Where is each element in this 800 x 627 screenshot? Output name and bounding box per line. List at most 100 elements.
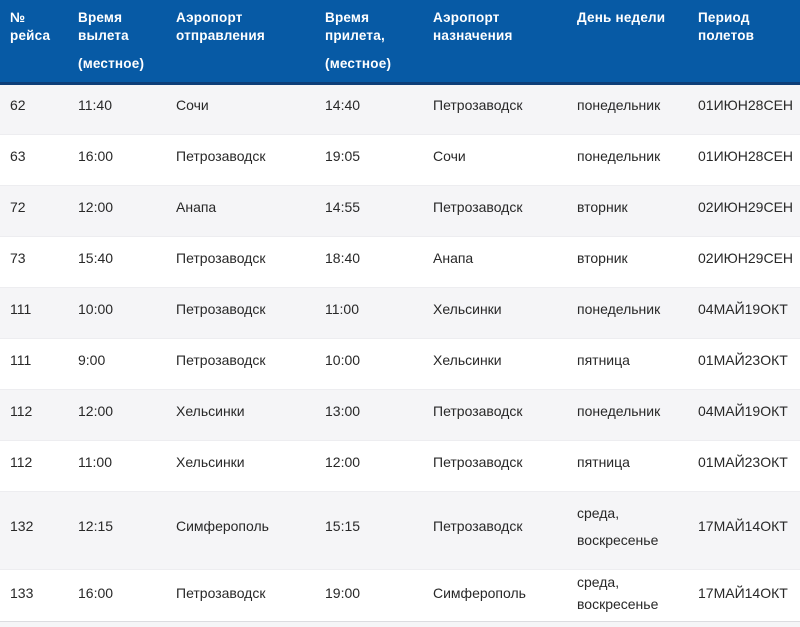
cell-departure-airport: Хельсинки — [166, 388, 315, 440]
col-header-arrival-airport: Аэропорт назначения — [423, 0, 567, 85]
cell-day-of-week: пятница — [567, 439, 688, 491]
cell-flight-period: 01ИЮН28СЕН — [698, 97, 794, 113]
cell-departure-airport: Петрозаводск — [166, 286, 315, 338]
cell-day-of-week: понедельник — [567, 286, 688, 338]
col-header-sublabel: (местное) — [78, 56, 145, 71]
table-body: 62 11:40 Сочи 14:40 Петрозаводск понедел… — [0, 83, 800, 621]
cell-flight-number: 72 — [0, 184, 68, 236]
col-header-label: День недели — [577, 10, 666, 25]
cell-flight-period: 02ИЮН29СЕН — [688, 235, 800, 287]
col-header-flight-period: Период полетов — [688, 0, 800, 85]
cell-flight-period: 04МАЙ19ОКТ — [688, 388, 800, 440]
cell-departure-time: 11:00 — [68, 439, 166, 491]
cell-flight-period: 01МАЙ23ОКТ — [688, 337, 800, 389]
cell-departure-airport: Петрозаводск — [166, 133, 315, 185]
cell-arrival-airport: Анапа — [423, 235, 567, 287]
col-header-label: Период полетов — [698, 10, 755, 43]
table-row: 73 15:40 Петрозаводск 18:40 Анапа вторни… — [0, 235, 800, 287]
cell-flight-number: 112 — [0, 439, 68, 491]
cell-flight-period: 17МАЙ14ОКТ — [688, 490, 800, 569]
cell-arrival-time: 14:40 — [325, 97, 361, 113]
cell-flight-period: 02ИЮН29СЕН — [688, 184, 800, 236]
day-line: среда, — [577, 504, 620, 521]
cell-day-of-week: понедельник — [567, 83, 688, 134]
cell-flight-period: 17МАЙ14ОКТ — [688, 568, 800, 621]
cell-arrival-time: 10:00 — [315, 337, 423, 389]
col-header-sublabel: (местное) — [325, 56, 392, 71]
cell-departure-time: 12:00 — [68, 184, 166, 236]
table-row: 63 16:00 Петрозаводск 19:05 Сочи понедел… — [0, 133, 800, 185]
cell-departure-time: 11:40 — [78, 97, 112, 113]
day-line: понедельник — [577, 402, 661, 419]
day-line: среда, — [577, 574, 620, 591]
cell-flight-period: 04МАЙ19ОКТ — [688, 286, 800, 338]
cell-flight-number: 73 — [0, 235, 68, 287]
cell-departure-airport: Анапа — [166, 184, 315, 236]
table-row: 133 16:00 Петрозаводск 19:00 Симферополь… — [0, 568, 800, 621]
day-line: воскресенье — [577, 531, 659, 548]
cell-departure-time: 10:00 — [68, 286, 166, 338]
next-row-partial — [0, 621, 800, 627]
day-line: понедельник — [577, 300, 661, 317]
cell-arrival-airport: Петрозаводск — [423, 439, 567, 491]
cell-day-of-week: среда, воскресенье — [567, 490, 688, 569]
col-header-label: Время вылета — [78, 10, 129, 43]
col-header-label: № рейса — [10, 10, 51, 43]
cell-departure-time: 16:00 — [68, 568, 166, 621]
cell-departure-time: 12:15 — [68, 490, 166, 569]
cell-departure-airport: Петрозаводск — [166, 568, 315, 621]
day-line: воскресенье — [577, 596, 659, 613]
table-row: 72 12:00 Анапа 14:55 Петрозаводск вторни… — [0, 184, 800, 236]
cell-arrival-airport: Петрозаводск — [423, 388, 567, 440]
cell-departure-airport: Симферополь — [166, 490, 315, 569]
cell-departure-airport: Петрозаводск — [166, 337, 315, 389]
day-line: понедельник — [577, 97, 661, 113]
cell-flight-period: 01ИЮН28СЕН — [688, 133, 800, 185]
col-header-departure-time: Время вылета (местное) — [68, 0, 166, 85]
cell-departure-time: 16:00 — [68, 133, 166, 185]
table-row: 112 11:00 Хельсинки 12:00 Петрозаводск п… — [0, 439, 800, 491]
cell-arrival-airport: Хельсинки — [423, 337, 567, 389]
cell-departure-time: 12:00 — [68, 388, 166, 440]
cell-flight-number: 133 — [0, 568, 68, 621]
cell-departure-airport: Петрозаводск — [166, 235, 315, 287]
cell-arrival-airport: Сочи — [423, 133, 567, 185]
cell-day-of-week: вторник — [567, 235, 688, 287]
cell-arrival-airport: Петрозаводск — [423, 490, 567, 569]
day-line: вторник — [577, 198, 628, 215]
cell-departure-time: 15:40 — [68, 235, 166, 287]
day-line: пятница — [577, 351, 630, 368]
header-row: № рейса Время вылета (местное) Аэропорт … — [0, 0, 800, 85]
table-row: 111 10:00 Петрозаводск 11:00 Хельсинки п… — [0, 286, 800, 338]
cell-arrival-airport: Петрозаводск — [433, 97, 523, 113]
cell-flight-number: 63 — [0, 133, 68, 185]
cell-day-of-week: вторник — [567, 184, 688, 236]
cell-arrival-time: 14:55 — [315, 184, 423, 236]
cell-arrival-time: 12:00 — [315, 439, 423, 491]
cell-arrival-airport: Петрозаводск — [423, 184, 567, 236]
cell-flight-number: 111 — [0, 337, 68, 389]
table-row: 132 12:15 Симферополь 15:15 Петрозаводск… — [0, 490, 800, 569]
cell-arrival-airport: Симферополь — [423, 568, 567, 621]
cell-flight-number: 111 — [0, 286, 68, 338]
col-header-label: Время прилета, — [325, 10, 385, 43]
cell-arrival-time: 19:00 — [315, 568, 423, 621]
cell-arrival-time: 18:40 — [315, 235, 423, 287]
cell-departure-time: 9:00 — [68, 337, 166, 389]
cell-flight-number: 62 — [10, 97, 26, 113]
col-header-departure-airport: Аэропорт отправления — [166, 0, 315, 85]
cell-arrival-time: 11:00 — [315, 286, 423, 338]
col-header-arrival-time: Время прилета, (местное) — [315, 0, 423, 85]
cell-arrival-time: 13:00 — [315, 388, 423, 440]
cell-day-of-week: среда, воскресенье — [567, 568, 688, 621]
cell-day-of-week: понедельник — [567, 388, 688, 440]
cell-departure-airport: Сочи — [176, 97, 209, 113]
col-header-label: Аэропорт отправления — [176, 10, 265, 43]
col-header-label: Аэропорт назначения — [433, 10, 513, 43]
cell-flight-number: 132 — [0, 490, 68, 569]
day-line: пятница — [577, 453, 630, 470]
table-row: 111 9:00 Петрозаводск 10:00 Хельсинки пя… — [0, 337, 800, 389]
cell-arrival-time: 19:05 — [315, 133, 423, 185]
